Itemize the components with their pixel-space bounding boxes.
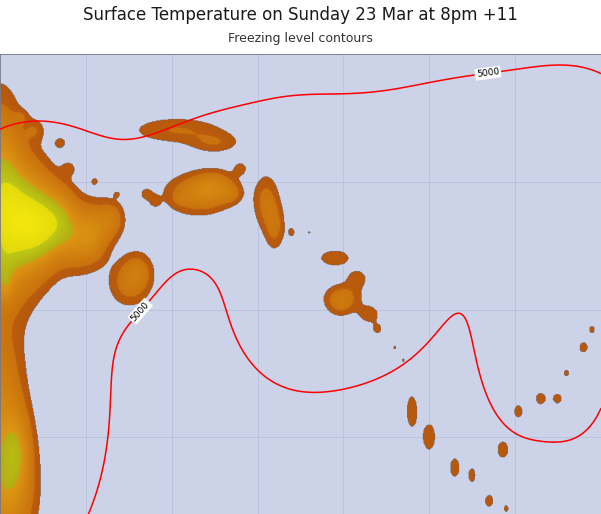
Text: 5000: 5000 <box>129 300 151 323</box>
Text: Freezing level contours: Freezing level contours <box>228 32 373 45</box>
Text: Surface Temperature on Sunday 23 Mar at 8pm +11: Surface Temperature on Sunday 23 Mar at … <box>83 6 518 24</box>
Text: 5000: 5000 <box>476 67 500 79</box>
